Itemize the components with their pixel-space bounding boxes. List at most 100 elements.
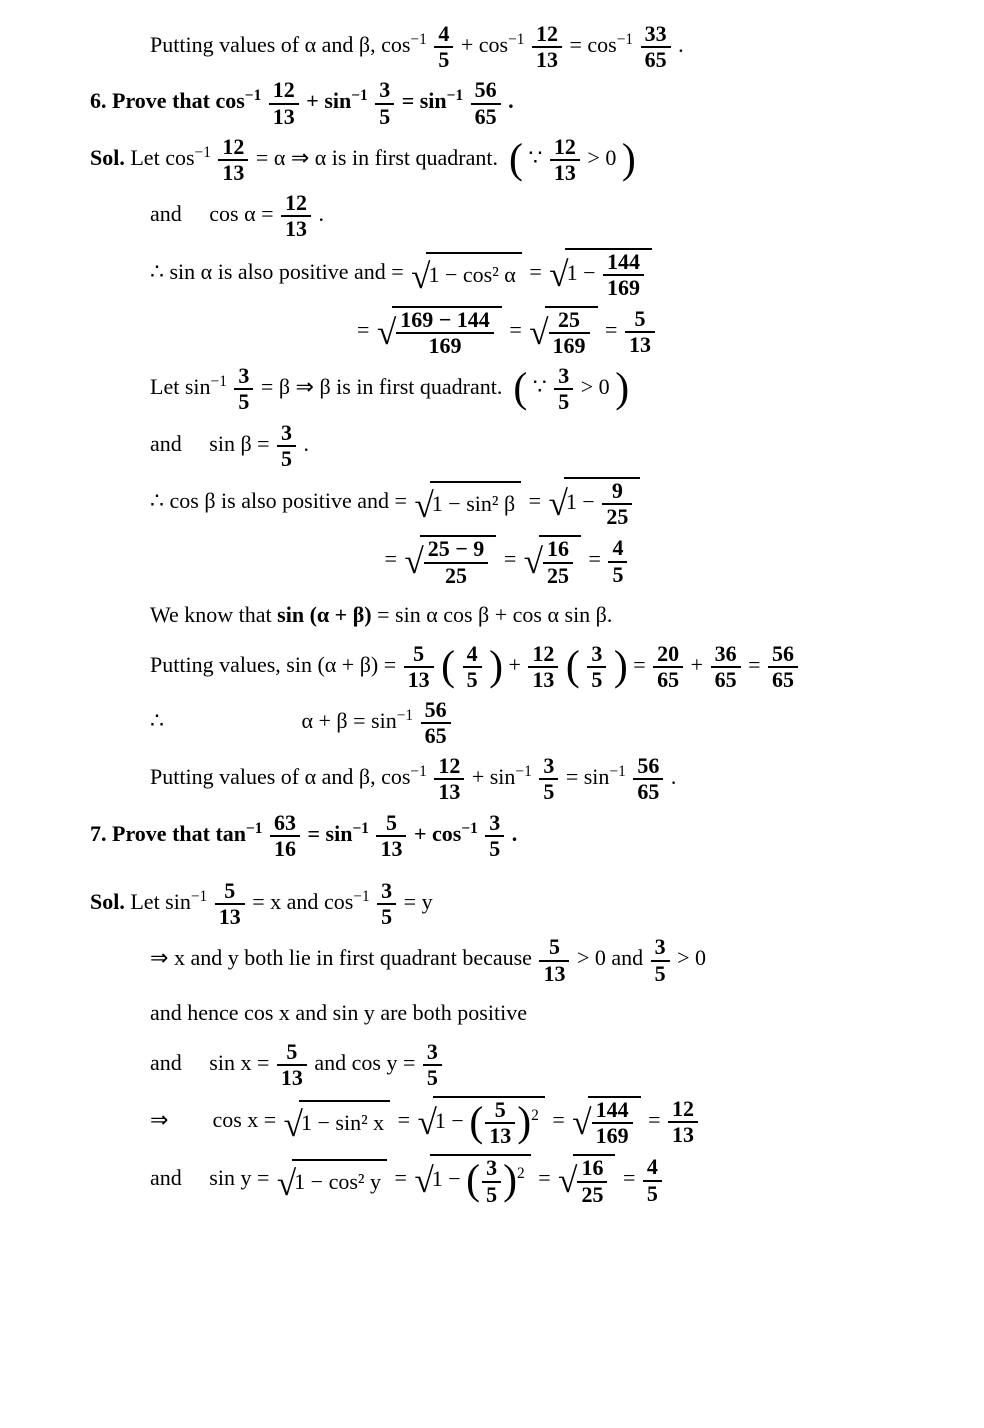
sup: −1 bbox=[211, 373, 227, 390]
frac-4-5: 45 bbox=[434, 22, 453, 72]
n: 4 bbox=[463, 642, 482, 668]
eq: = bbox=[538, 1166, 556, 1191]
frac: 513 bbox=[376, 811, 406, 861]
sol6-12: Putting values of α and β, cos−1 1213 + … bbox=[90, 754, 924, 804]
den: 5 bbox=[434, 48, 453, 72]
therefore: ∴ bbox=[150, 708, 164, 733]
eq: = bbox=[748, 652, 766, 677]
n: 25 bbox=[549, 308, 590, 334]
n: 144 bbox=[603, 250, 644, 276]
bc: ∵ bbox=[528, 145, 548, 170]
n: 3 bbox=[539, 754, 558, 780]
body: 1 − 144169 bbox=[565, 248, 652, 300]
txt: and cos y = bbox=[314, 1050, 421, 1075]
d: 65 bbox=[711, 668, 741, 692]
paren: ) bbox=[503, 1158, 517, 1204]
eq: = bbox=[529, 488, 547, 513]
sol-label: Sol. bbox=[90, 889, 125, 914]
paren: ) bbox=[622, 136, 636, 182]
frac: 513 bbox=[485, 1098, 515, 1148]
eq: = bbox=[569, 32, 587, 57]
sol6-5: Let sin−1 35 = β ⇒ β is in first quadran… bbox=[90, 364, 924, 414]
sol7-4: and sin x = 513 and cos y = 35 bbox=[90, 1040, 924, 1090]
n: 12 bbox=[269, 78, 299, 104]
bc: ∵ bbox=[533, 374, 553, 399]
plus: + bbox=[306, 89, 324, 114]
eq: = bbox=[623, 1166, 641, 1191]
sqrt: √ 25 − 925 bbox=[404, 535, 496, 587]
frac-12-13: 1213 bbox=[532, 22, 562, 72]
plus: + bbox=[414, 821, 432, 846]
n: 5 bbox=[277, 1040, 307, 1066]
n: 3 bbox=[377, 879, 396, 905]
frac: 45 bbox=[463, 642, 482, 692]
dot: . bbox=[304, 431, 310, 456]
gt: > 0 bbox=[581, 374, 610, 399]
therefore: ∴ bbox=[150, 259, 164, 284]
d: 25 bbox=[543, 564, 573, 588]
frac: 45 bbox=[643, 1155, 662, 1205]
frac: 25 − 925 bbox=[424, 537, 489, 587]
sqrt: √ 1 − (35)2 bbox=[414, 1154, 530, 1206]
sq: 2 bbox=[517, 1165, 525, 1182]
frac: 513 bbox=[539, 935, 569, 985]
d: 169 bbox=[592, 1124, 633, 1148]
n: 5 bbox=[539, 935, 569, 961]
txt: cos x = bbox=[212, 1107, 281, 1132]
sol6-11: ∴ α + β = sin−1 5665 bbox=[90, 698, 924, 748]
cos: cos bbox=[587, 32, 616, 57]
frac: 1625 bbox=[577, 1156, 607, 1206]
plus: + bbox=[461, 32, 479, 57]
text: Prove that cos bbox=[112, 89, 245, 114]
frac: 35 bbox=[651, 935, 670, 985]
frac: 513 bbox=[625, 307, 655, 357]
d: 5 bbox=[463, 668, 482, 692]
d: 13 bbox=[269, 105, 299, 129]
body: 1 − (513)2 bbox=[433, 1096, 545, 1148]
d: 5 bbox=[485, 837, 504, 861]
and: and bbox=[150, 431, 182, 456]
q-number: 7. bbox=[90, 821, 107, 846]
sup: −1 bbox=[353, 888, 369, 905]
n: 12 bbox=[218, 135, 248, 161]
txt: sin y = bbox=[209, 1166, 275, 1191]
and: and bbox=[287, 889, 324, 914]
frac: 1213 bbox=[550, 135, 580, 185]
sqrt: √ 1625 bbox=[524, 535, 581, 587]
d: 5 bbox=[277, 447, 296, 471]
eq: = bbox=[357, 317, 375, 342]
sol7-3: and hence cos x and sin y are both posit… bbox=[90, 992, 924, 1034]
eq: = bbox=[648, 1107, 666, 1132]
n: 3 bbox=[482, 1156, 501, 1182]
n: 3 bbox=[651, 935, 670, 961]
d: 65 bbox=[653, 668, 683, 692]
n: 16 bbox=[577, 1156, 607, 1182]
plus: + bbox=[472, 765, 490, 790]
t: 1 − bbox=[566, 489, 600, 514]
dot: . bbox=[678, 32, 684, 57]
d: 65 bbox=[471, 105, 501, 129]
frac-33-65: 3365 bbox=[641, 22, 671, 72]
sin: sin bbox=[490, 765, 516, 790]
sup: −1 bbox=[609, 763, 625, 780]
num: 33 bbox=[641, 22, 671, 48]
txt: cos α = bbox=[209, 201, 279, 226]
impl: ⇒ bbox=[150, 946, 174, 971]
n: 56 bbox=[768, 642, 798, 668]
n: 12 bbox=[550, 135, 580, 161]
n: 5 bbox=[404, 642, 434, 668]
d: 25 bbox=[577, 1183, 607, 1207]
num: 12 bbox=[532, 22, 562, 48]
frac: 3665 bbox=[711, 642, 741, 692]
frac: 35 bbox=[377, 879, 396, 929]
paren: ( bbox=[469, 1100, 483, 1146]
eq: = bbox=[552, 1107, 570, 1132]
impl: ⇒ bbox=[291, 145, 315, 170]
t: 1 − bbox=[435, 1108, 469, 1133]
d: 5 bbox=[482, 1183, 501, 1207]
sin: sin bbox=[584, 765, 610, 790]
body: 1625 bbox=[573, 1154, 615, 1206]
sup: −1 bbox=[410, 763, 426, 780]
sol7-1: Sol. Let sin−1 513 = x and cos−1 35 = y bbox=[90, 879, 924, 929]
d: 13 bbox=[434, 780, 464, 804]
